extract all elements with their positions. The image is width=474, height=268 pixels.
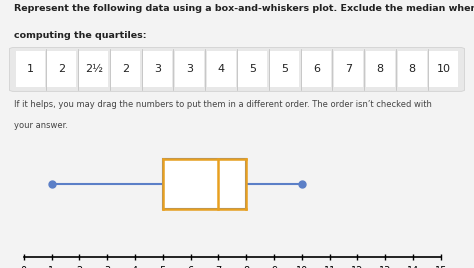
Text: 3: 3 [186,65,193,75]
Bar [16,51,45,87]
Text: 2: 2 [122,65,129,75]
Text: your answer.: your answer. [14,121,68,130]
Text: 3: 3 [154,65,161,75]
Text: 7: 7 [345,65,352,75]
Bar [398,51,427,87]
Text: 10: 10 [437,65,451,75]
Bar [207,51,236,87]
FancyBboxPatch shape [9,48,465,91]
Bar [302,51,331,87]
Text: Represent the following data using a box-and-whiskers plot. Exclude the median w: Represent the following data using a box… [14,4,474,13]
Text: If it helps, you may drag the numbers to put them in a different order. The orde: If it helps, you may drag the numbers to… [14,100,432,109]
Text: 2½: 2½ [85,65,103,75]
Bar [175,51,204,87]
Text: 5: 5 [249,65,256,75]
Text: 8: 8 [409,65,416,75]
Bar [429,51,458,87]
Text: 8: 8 [377,65,384,75]
Text: 2: 2 [58,65,65,75]
Text: 1: 1 [27,65,34,75]
Text: computing the quartiles:: computing the quartiles: [14,31,147,40]
Bar [238,51,267,87]
Bar [334,51,363,87]
Text: 6: 6 [313,65,320,75]
Bar [111,51,140,87]
Bar [366,51,395,87]
Text: 5: 5 [281,65,288,75]
Text: 4: 4 [218,65,225,75]
Bar [270,51,299,87]
Bar [163,159,246,209]
Bar [47,51,76,87]
Bar [79,51,108,87]
Bar [143,51,172,87]
